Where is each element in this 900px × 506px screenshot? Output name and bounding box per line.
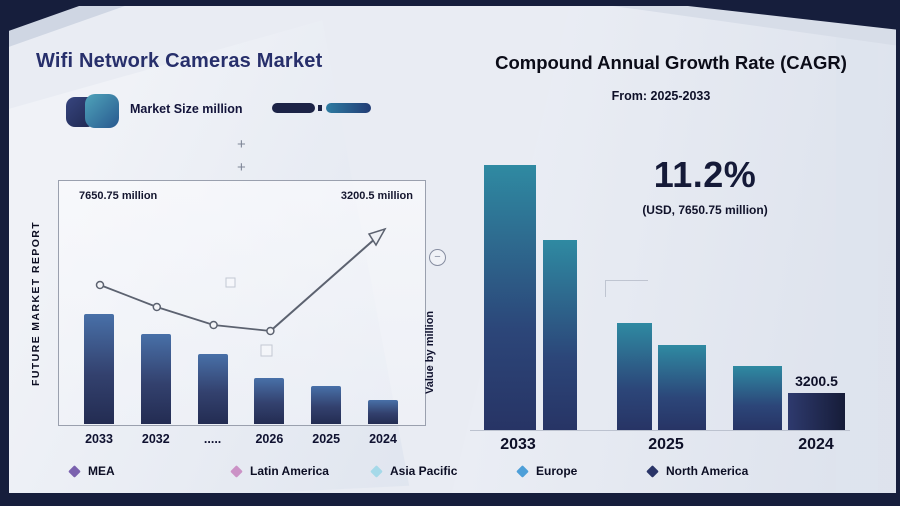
- cagr-bar-2033: [543, 240, 577, 430]
- frame-right: [896, 0, 900, 506]
- value-axis-label: Value by million: [424, 310, 436, 394]
- cagr-year-label-2033: 2033: [500, 436, 536, 453]
- cagr-note: (USD, 7650.75 million): [642, 203, 768, 217]
- cagr-year-label-2025: 2025: [648, 436, 684, 453]
- frame-bottom: [0, 493, 900, 506]
- x-axis-label-2024: 2024: [369, 432, 397, 446]
- step-decoration: [605, 280, 648, 297]
- market-size-bar-2024: [368, 400, 398, 424]
- region-legend-item-asia-pacific: Asia Pacific: [370, 464, 458, 478]
- legend-diamond-icon: [516, 464, 529, 478]
- frame-left: [0, 0, 9, 506]
- x-axis-label-2026: 2026: [255, 432, 284, 446]
- toggle-pill-teal: [326, 103, 371, 113]
- region-legend-label: Latin America: [250, 464, 329, 478]
- market-title: Wifi Network Cameras Market: [36, 50, 323, 72]
- legend-diamond-icon: [230, 464, 243, 478]
- end-value-label: 3200.5 million: [340, 190, 413, 202]
- x-axis-label-2033: 2033: [85, 432, 113, 446]
- frame-top: [0, 0, 900, 6]
- cagr-bar-2024: [788, 393, 845, 430]
- cube-teal-face: [85, 94, 119, 128]
- market-size-chart: 7650.75 million 3200.5 million 2033 2032.…: [58, 180, 426, 456]
- start-value-label: 7650.75 million: [79, 190, 158, 202]
- cagr-subtitle: From: 2025-2033: [611, 89, 711, 103]
- region-legend-label: North America: [666, 464, 749, 478]
- legend-diamond-icon: [68, 464, 81, 478]
- cagr-title: Compound Annual Growth Rate (CAGR): [495, 52, 847, 73]
- cagr-bar-2024: [733, 366, 782, 430]
- legend-diamond-icon: [646, 464, 659, 478]
- toggle-pill-dark: [272, 103, 315, 113]
- bar-value-label: 3200.5: [795, 373, 838, 389]
- region-legend-item-north-america: North America: [646, 464, 749, 478]
- x-axis-label-2025: 2025: [312, 432, 341, 446]
- region-legend: MEA Latin America Asia Pacific Europe North …: [0, 464, 900, 482]
- market-size-legend-icon: [66, 94, 122, 130]
- minus-circle-icon: −: [429, 249, 446, 266]
- cagr-bar-2025: [617, 323, 652, 430]
- region-legend-item-mea: MEA: [68, 464, 115, 478]
- market-size-bar-2026: [254, 378, 285, 424]
- plus-decoration: +: [237, 159, 246, 176]
- region-legend-label: Asia Pacific: [390, 464, 458, 478]
- legend-diamond-icon: [370, 464, 383, 478]
- market-size-bar-2033: [84, 314, 114, 424]
- market-size-legend-label: Market Size million: [130, 102, 243, 116]
- cagr-chart: 2033 2025 3200.5 2024: [470, 160, 872, 460]
- region-legend-item-europe: Europe: [516, 464, 578, 478]
- x-axis-label-2032: 2032: [141, 432, 170, 446]
- cagr-bar-2033: [484, 165, 536, 430]
- plus-decoration: +: [237, 136, 246, 153]
- x-axis-label-.....: .....: [203, 432, 222, 446]
- future-market-report-watermark: FUTURE MARKET REPORT: [30, 220, 42, 386]
- region-legend-label: Europe: [536, 464, 578, 478]
- cagr-value: 11.2%: [653, 154, 757, 195]
- cagr-year-label-2024: 2024: [798, 436, 834, 453]
- market-size-bar-.....: [197, 354, 228, 424]
- chart-baseline: [470, 430, 850, 431]
- cagr-bar-2025: [658, 345, 706, 430]
- toggle-pill-separator: [318, 105, 322, 111]
- region-legend-item-latin-america: Latin America: [230, 464, 329, 478]
- region-legend-label: MEA: [88, 464, 115, 478]
- market-size-bar-2025: [311, 386, 342, 424]
- market-size-bar-2032: [140, 334, 171, 424]
